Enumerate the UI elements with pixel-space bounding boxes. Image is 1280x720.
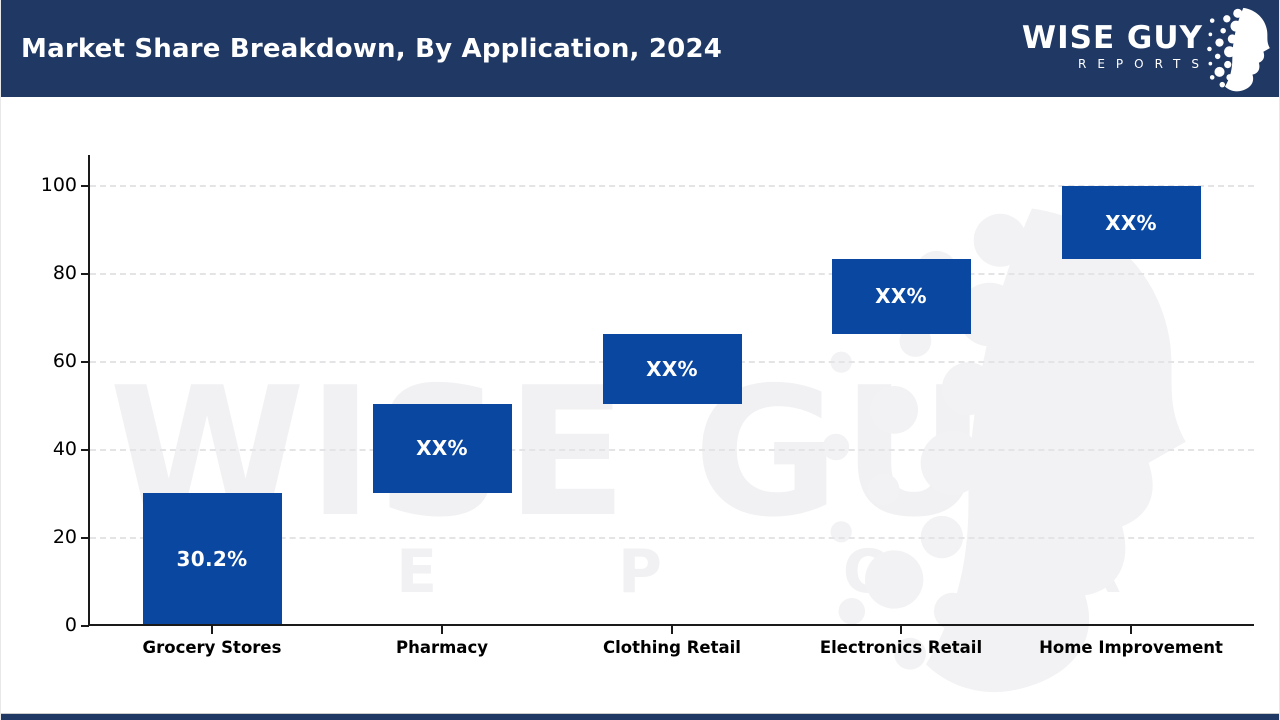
gridline-80 — [90, 272, 1254, 275]
bar-value-label: XX% — [646, 356, 698, 381]
gridline-40 — [90, 448, 1254, 451]
y-tick-mark — [81, 185, 89, 187]
x-tick-mark — [1130, 626, 1132, 634]
x-axis-line — [88, 624, 1254, 626]
x-tick-mark — [441, 626, 443, 634]
bar-electronics-retail: XX% — [831, 259, 971, 334]
y-tick-label: 0 — [64, 613, 77, 636]
bar-grocery-stores: 30.2% — [142, 492, 282, 626]
bar-clothing-retail: XX% — [602, 333, 742, 404]
y-tick-mark — [81, 536, 89, 539]
bar-pharmacy: XX% — [372, 404, 512, 493]
logo-subtitle: REPORTS — [1077, 57, 1210, 71]
y-tick-label: 20 — [52, 525, 77, 548]
bar-value-label: 30.2% — [176, 547, 248, 572]
x-tick-label-5: Home Improvement — [1039, 638, 1223, 657]
y-tick-mark — [81, 624, 89, 627]
y-tick-label: 100 — [40, 174, 77, 196]
gridline-20 — [90, 536, 1254, 539]
x-tick-mark — [900, 626, 902, 634]
chart-plot-area: WISE GUY R E P O R T S 02040608010030.2%… — [1, 97, 1279, 713]
y-axis-line — [88, 155, 90, 626]
dotted-head-profile-icon — [1207, 7, 1270, 92]
x-tick-label-1: Grocery Stores — [142, 638, 282, 657]
x-tick-mark — [671, 626, 673, 634]
wise-guy-reports-logo: WISE GUY REPORTS — [985, 0, 1275, 97]
x-tick-label-2: Pharmacy — [396, 638, 488, 657]
y-tick-label: 80 — [52, 261, 77, 284]
page-title: Market Share Breakdown, By Application, … — [21, 33, 723, 64]
y-tick-mark — [81, 448, 89, 451]
header-band: Market Share Breakdown, By Application, … — [1, 0, 1279, 97]
footer-hairline — [1, 713, 1279, 714]
footer-band — [1, 714, 1279, 720]
x-tick-mark — [211, 626, 213, 634]
y-tick-label: 40 — [52, 437, 77, 460]
gridline-100 — [90, 185, 1254, 187]
bar-value-label: XX% — [1105, 210, 1157, 235]
y-tick-mark — [81, 360, 89, 363]
bar-value-label: XX% — [416, 436, 468, 461]
y-tick-label: 60 — [52, 349, 77, 372]
x-tick-label-4: Electronics Retail — [819, 638, 983, 657]
x-tick-label-3: Clothing Retail — [603, 638, 741, 657]
bar-value-label: XX% — [875, 284, 927, 309]
logo-wordmark: WISE GUY — [1021, 20, 1203, 56]
bar-home-improvement: XX% — [1061, 186, 1201, 259]
y-tick-mark — [81, 272, 89, 275]
